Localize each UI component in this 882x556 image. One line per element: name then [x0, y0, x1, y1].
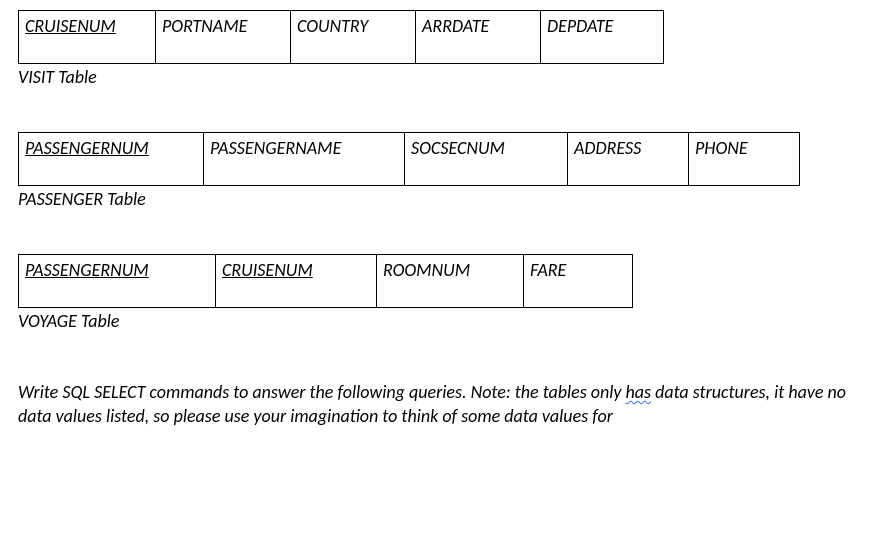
voyage-table: PASSENGERNUM CRUISENUM ROOMNUM FARE	[18, 254, 633, 308]
visit-col-cruisenum: CRUISENUM	[19, 11, 156, 64]
visit-col-country: COUNTRY	[291, 11, 416, 64]
instruction-text: Write SQL SELECT commands to answer the …	[18, 380, 858, 429]
passenger-col-passengername: PASSENGERNAME	[204, 133, 405, 186]
voyage-caption: VOYAGE Table	[18, 310, 864, 332]
visit-col-depdate: DEPDATE	[541, 11, 664, 64]
voyage-col-cruisenum: CRUISENUM	[216, 255, 377, 308]
passenger-col-address: ADDRESS	[568, 133, 689, 186]
column-label: ROOMNUM	[383, 259, 470, 281]
voyage-col-passengernum: PASSENGERNUM	[19, 255, 216, 308]
passenger-table: PASSENGERNUM PASSENGERNAME SOCSECNUM ADDRES…	[18, 132, 800, 186]
column-label: CRUISENUM	[222, 259, 313, 281]
passenger-caption: PASSENGER Table	[18, 188, 864, 210]
column-label: CRUISENUM	[25, 15, 116, 37]
column-label: DEPDATE	[547, 15, 613, 37]
voyage-col-roomnum: ROOMNUM	[377, 255, 524, 308]
column-label: PASSENGERNUM	[25, 259, 149, 281]
column-label: FARE	[530, 259, 566, 281]
visit-col-portname: PORTNAME	[156, 11, 291, 64]
column-label: ADDRESS	[574, 137, 641, 159]
column-label: ARRDATE	[422, 15, 489, 37]
column-label: SOCSECNUM	[411, 137, 505, 159]
passenger-col-socsecnum: SOCSECNUM	[405, 133, 568, 186]
passenger-col-passengernum: PASSENGERNUM	[19, 133, 204, 186]
column-label: PORTNAME	[162, 15, 247, 37]
column-label: COUNTRY	[297, 15, 368, 37]
column-label: PASSENGERNAME	[210, 137, 341, 159]
visit-caption: VISIT Table	[18, 66, 864, 88]
instruction-squiggle: has	[626, 381, 652, 403]
visit-table: CRUISENUM PORTNAME COUNTRY ARRDATE DEPDATE	[18, 10, 664, 64]
instruction-pre: Write SQL SELECT commands to answer the …	[18, 381, 626, 403]
column-label: PASSENGERNUM	[25, 137, 149, 159]
column-label: PHONE	[695, 137, 748, 159]
voyage-col-fare: FARE	[524, 255, 633, 308]
visit-col-arrdate: ARRDATE	[416, 11, 541, 64]
passenger-col-phone: PHONE	[689, 133, 800, 186]
